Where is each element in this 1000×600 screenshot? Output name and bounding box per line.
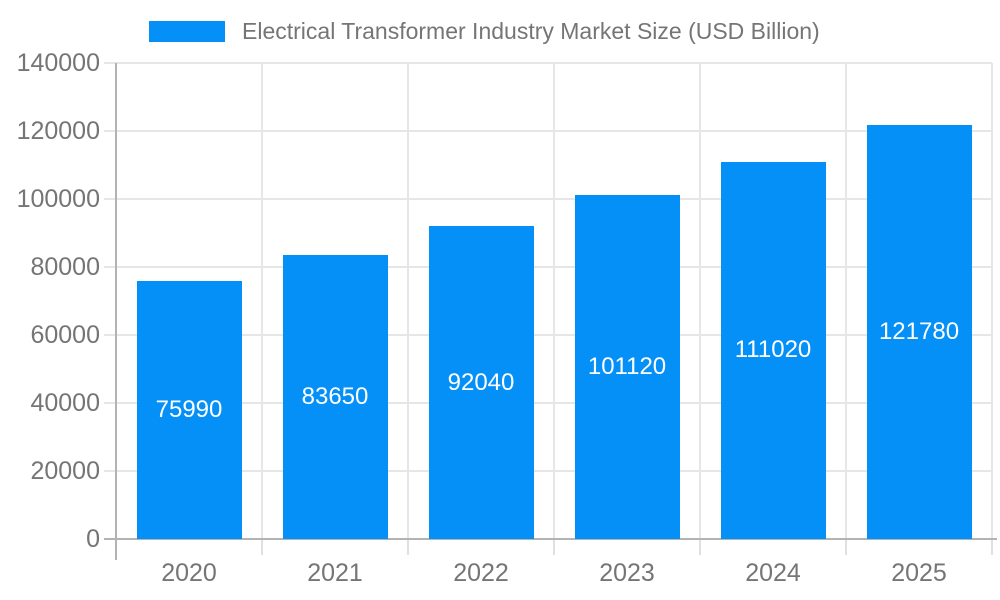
y-axis-label: 0: [86, 525, 100, 553]
y-axis-tick: [104, 130, 116, 132]
bar-value-label: 75990: [155, 395, 223, 423]
x-axis-tick: [553, 539, 555, 555]
x-axis-label: 2020: [161, 559, 217, 587]
x-axis-label: 2025: [891, 559, 947, 587]
bar-value-label: 121780: [878, 317, 960, 345]
x-axis-label: 2024: [745, 559, 801, 587]
x-gridline: [991, 63, 993, 539]
y-axis-label: 100000: [16, 185, 100, 213]
bar-2025[interactable]: 121780: [866, 124, 972, 539]
y-axis-tick: [104, 62, 116, 64]
y-axis-tick: [104, 198, 116, 200]
x-gridline: [553, 63, 555, 539]
y-axis-tick: [104, 266, 116, 268]
y-axis-label: 140000: [16, 49, 100, 77]
x-axis-tick: [261, 539, 263, 555]
y-axis-label: 80000: [30, 253, 100, 281]
y-axis-label: 20000: [30, 457, 100, 485]
y-axis-tick: [104, 402, 116, 404]
x-gridline: [407, 63, 409, 539]
y-axis-label: 40000: [30, 389, 100, 417]
x-gridline: [699, 63, 701, 539]
x-axis-tick: [845, 539, 847, 555]
x-axis-label: 2022: [453, 559, 509, 587]
y-axis-tick: [104, 334, 116, 336]
bar-2022[interactable]: 92040: [428, 226, 534, 539]
chart-legend: Electrical Transformer Industry Market S…: [149, 9, 820, 53]
legend-swatch: [149, 20, 225, 42]
bar-2024[interactable]: 111020: [720, 161, 826, 539]
x-axis-tick: [407, 539, 409, 555]
bar-value-label: 101120: [587, 353, 667, 381]
bar-value-label: 111020: [734, 336, 812, 364]
y-axis-line: [115, 63, 117, 560]
y-axis-label: 120000: [16, 117, 100, 145]
bar-2020[interactable]: 75990: [136, 280, 242, 539]
x-gridline: [261, 63, 263, 539]
x-axis-label: 2023: [599, 559, 655, 587]
x-axis-tick: [699, 539, 701, 555]
y-axis-label: 60000: [30, 321, 100, 349]
bar-2023[interactable]: 101120: [574, 195, 680, 539]
bar-value-label: 92040: [447, 368, 515, 396]
bar-value-label: 83650: [301, 382, 369, 410]
x-gridline: [845, 63, 847, 539]
bar-2021[interactable]: 83650: [282, 254, 388, 539]
y-axis-tick: [104, 470, 116, 472]
x-axis-line: [104, 538, 997, 540]
x-axis-tick: [991, 539, 993, 555]
x-axis-label: 2021: [307, 559, 363, 587]
chart-title: Electrical Transformer Industry Market S…: [242, 17, 820, 44]
